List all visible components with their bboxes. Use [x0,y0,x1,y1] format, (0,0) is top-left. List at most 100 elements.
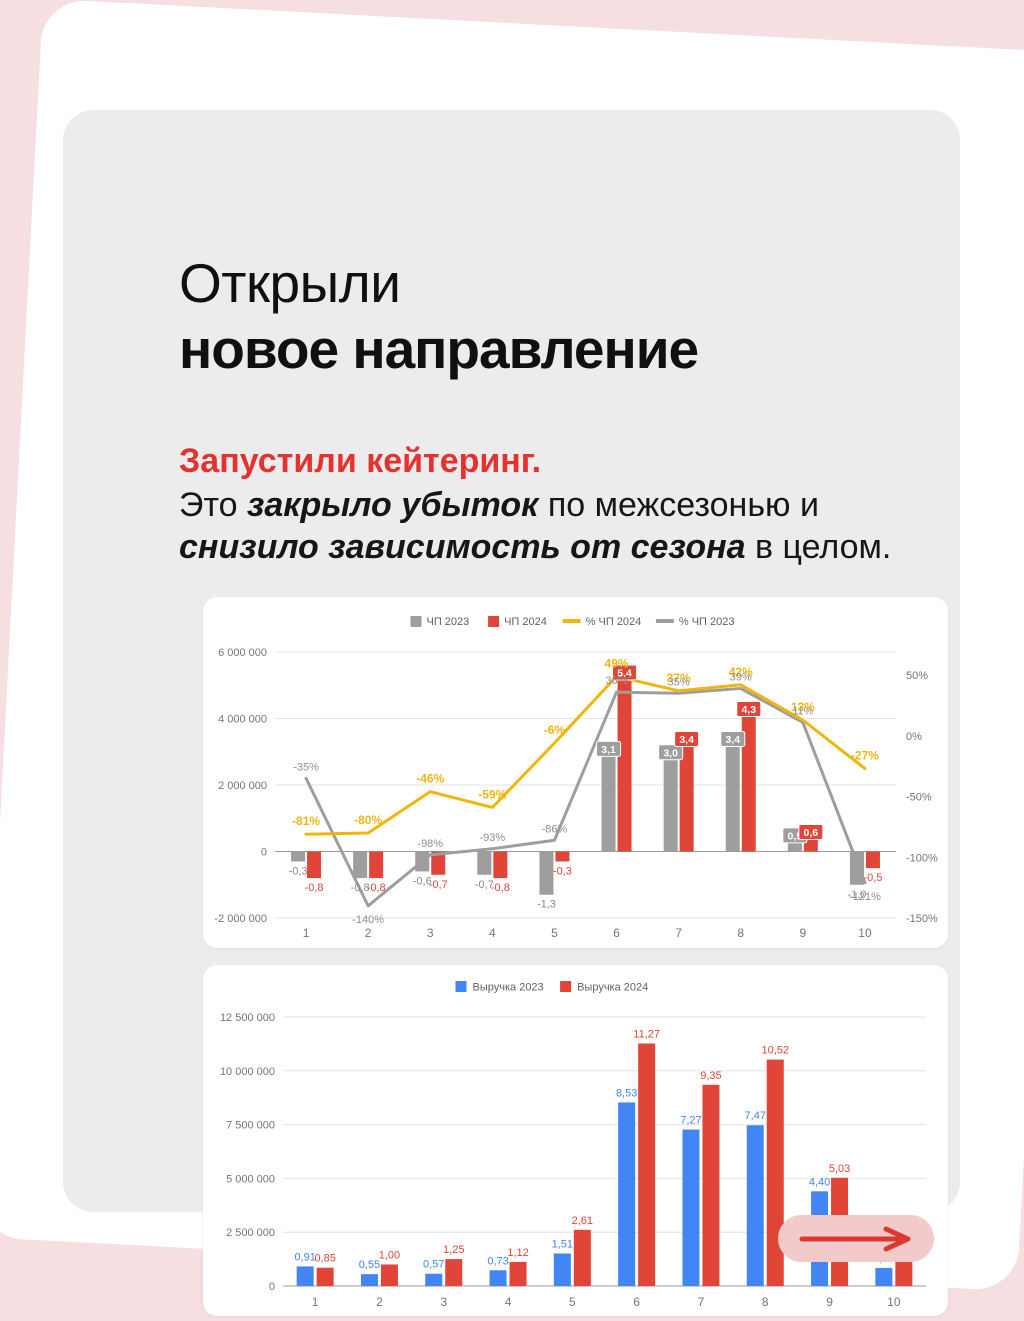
bar-chart-svg: 12 500 000 10 000 000 7 500 000 5 000 000 2 … [220,981,926,1309]
net-profit-combo-chart: 6 000 000 4 000 000 2 000 000 0 -2 000 000 50… [203,597,948,953]
svg-text:-0,8: -0,8 [305,882,324,894]
svg-text:2,61: 2,61 [572,1215,593,1227]
svg-text:1: 1 [303,926,310,940]
svg-text:0,55: 0,55 [359,1259,380,1271]
svg-text:0,6: 0,6 [804,827,819,839]
svg-text:ЧП 2023: ЧП 2023 [427,616,470,628]
svg-text:-0,6: -0,6 [413,875,432,887]
svg-text:-59%: -59% [478,787,506,801]
svg-text:-2 000 000: -2 000 000 [214,913,267,925]
svg-text:0: 0 [261,847,267,859]
svg-text:-100%: -100% [906,852,938,864]
svg-text:-50%: -50% [906,792,932,804]
svg-text:-1,0: -1,0 [847,889,866,901]
svg-text:8: 8 [762,1295,769,1309]
intro-text-rest-1: по межсезонью и [538,486,819,524]
svg-text:1,51: 1,51 [552,1239,573,1251]
svg-text:5: 5 [551,926,558,940]
svg-text:3,4: 3,4 [725,734,740,746]
svg-text:0,57: 0,57 [423,1259,444,1271]
intro-text-emphasis-2: снизило зависимость от сезона [179,528,746,566]
svg-text:36%: 36% [606,675,628,687]
svg-text:9: 9 [826,1295,833,1309]
svg-text:-121%: -121% [849,891,881,903]
svg-text:1,00: 1,00 [379,1249,400,1261]
svg-text:3: 3 [440,1295,447,1309]
svg-text:5: 5 [569,1295,576,1309]
svg-text:10 000 000: 10 000 000 [220,1066,275,1078]
svg-text:-80%: -80% [354,813,382,827]
arrow-right-icon [799,1226,911,1251]
svg-text:-0,7: -0,7 [475,879,494,891]
svg-text:2: 2 [365,926,372,940]
svg-text:% ЧП 2024: % ЧП 2024 [586,616,642,628]
revenue-bar-chart: 12 500 000 10 000 000 7 500 000 5 000 000 2 … [203,965,948,1321]
slide-card: Открыли новое направление Запустили кейт… [63,110,960,1316]
svg-text:-35%: -35% [293,761,319,773]
svg-text:6: 6 [613,926,620,940]
svg-text:1,12: 1,12 [507,1247,528,1259]
svg-text:0: 0 [269,1281,275,1293]
svg-text:9,35: 9,35 [700,1070,721,1082]
svg-text:6 000 000: 6 000 000 [218,647,267,659]
svg-text:7: 7 [675,926,682,940]
svg-text:Выручка 2023: Выручка 2023 [473,982,544,994]
svg-text:11%: 11% [792,705,813,717]
svg-text:-0,8: -0,8 [491,882,510,894]
next-slide-button[interactable] [778,1215,934,1262]
svg-text:3: 3 [427,926,434,940]
svg-text:5,03: 5,03 [829,1163,850,1175]
intro-text-plain: Это [179,486,247,524]
svg-text:ЧП 2024: ЧП 2024 [504,616,547,628]
svg-text:3,1: 3,1 [601,744,616,756]
intro-text-rest-2: в целом. [745,528,892,566]
svg-text:50%: 50% [906,670,928,682]
svg-text:-98%: -98% [417,838,443,850]
svg-text:2: 2 [376,1295,383,1309]
svg-text:37%: 37% [667,671,691,685]
svg-text:7 500 000: 7 500 000 [226,1120,275,1132]
svg-text:1: 1 [312,1295,319,1309]
svg-text:8: 8 [737,926,744,940]
svg-text:10,52: 10,52 [761,1045,789,1057]
svg-text:49%: 49% [605,656,629,670]
svg-text:2 500 000: 2 500 000 [226,1227,275,1239]
svg-text:4,40: 4,40 [809,1176,830,1188]
svg-text:4 000 000: 4 000 000 [218,714,267,726]
svg-text:-150%: -150% [906,913,938,925]
intro-text-emphasis-1: закрыло убыток [246,486,539,524]
svg-text:-0,5: -0,5 [863,872,882,884]
svg-text:-81%: -81% [292,814,320,828]
svg-text:3,0: 3,0 [663,747,678,759]
svg-text:7,47: 7,47 [745,1110,766,1122]
svg-text:% ЧП 2023: % ЧП 2023 [679,616,735,628]
svg-text:35%: 35% [668,676,690,688]
svg-text:39%: 39% [730,671,752,683]
revenue-chart-card: 12 500 000 10 000 000 7 500 000 5 000 000 2 … [203,965,948,1316]
svg-text:9: 9 [800,926,807,940]
svg-text:1,25: 1,25 [443,1244,464,1256]
svg-text:4: 4 [489,926,496,940]
svg-text:0,85: 0,85 [314,1253,335,1265]
svg-text:-86%: -86% [542,823,568,835]
svg-text:-46%: -46% [416,772,444,786]
svg-text:6: 6 [633,1295,640,1309]
svg-text:-0,8: -0,8 [367,882,386,894]
title-line-2: новое направление [179,318,699,380]
svg-text:8,53: 8,53 [616,1087,637,1099]
svg-text:4: 4 [505,1295,512,1309]
svg-text:12 500 000: 12 500 000 [220,1012,275,1024]
svg-text:0,73: 0,73 [487,1255,508,1267]
svg-text:10: 10 [858,926,872,940]
svg-text:5,4: 5,4 [617,667,632,679]
svg-text:4,3: 4,3 [741,704,756,716]
svg-text:-0,3: -0,3 [553,865,572,877]
svg-text:5 000 000: 5 000 000 [226,1173,275,1185]
title-line-1: Открыли [179,252,401,314]
svg-text:-0,7: -0,7 [429,879,448,891]
svg-text:-1,3: -1,3 [537,899,556,911]
svg-text:2 000 000: 2 000 000 [218,780,267,792]
svg-text:3,4: 3,4 [679,734,694,746]
svg-text:-140%: -140% [352,914,384,926]
